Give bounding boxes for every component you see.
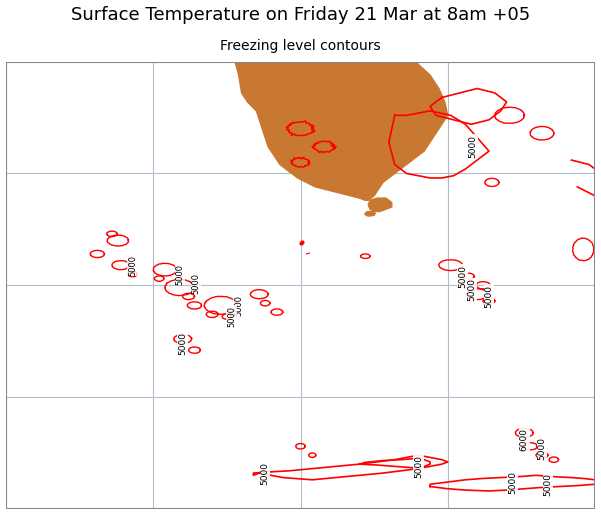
Polygon shape bbox=[365, 211, 376, 216]
Polygon shape bbox=[233, 53, 448, 200]
Text: 5000: 5000 bbox=[414, 455, 423, 478]
Text: 5000: 5000 bbox=[537, 437, 546, 460]
Text: 5000: 5000 bbox=[128, 254, 137, 276]
Text: 5000: 5000 bbox=[508, 470, 517, 493]
Text: 5000: 5000 bbox=[458, 265, 467, 288]
Text: Freezing level contours: Freezing level contours bbox=[220, 39, 381, 53]
Text: 5000: 5000 bbox=[467, 278, 476, 301]
Text: 5000: 5000 bbox=[484, 285, 493, 308]
Text: 5000: 5000 bbox=[227, 306, 236, 327]
Text: 5000: 5000 bbox=[261, 462, 270, 485]
Text: Surface Temperature on Friday 21 Mar at 8am +05: Surface Temperature on Friday 21 Mar at … bbox=[71, 6, 530, 25]
Text: 5000: 5000 bbox=[178, 332, 187, 355]
Text: 5000: 5000 bbox=[192, 272, 201, 293]
Text: 6000: 6000 bbox=[520, 428, 529, 451]
Text: 5000: 5000 bbox=[468, 135, 477, 158]
Text: 5000: 5000 bbox=[234, 295, 243, 316]
Polygon shape bbox=[368, 198, 392, 211]
Text: 5000: 5000 bbox=[543, 473, 552, 496]
Text: 5000: 5000 bbox=[175, 264, 185, 285]
